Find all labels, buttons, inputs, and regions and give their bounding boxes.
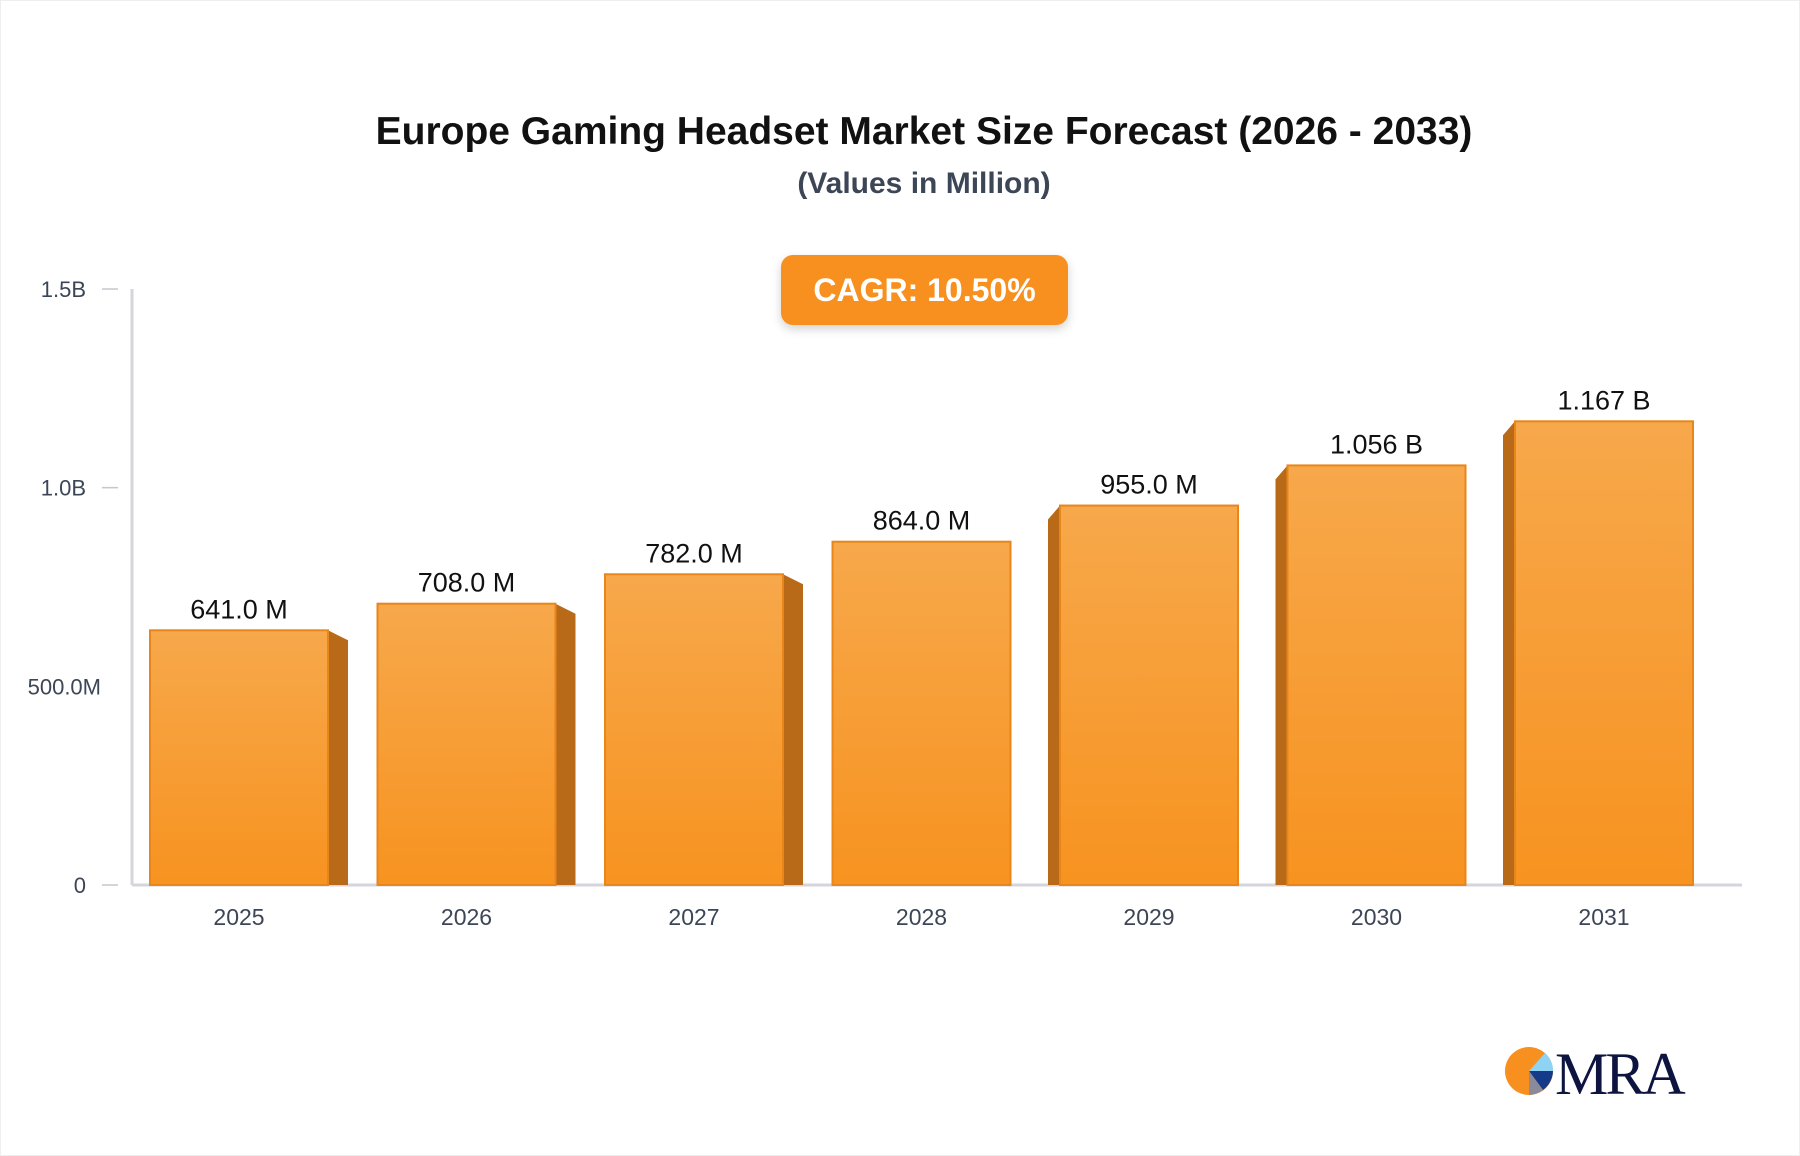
data-label: 1.056 B <box>1330 429 1423 459</box>
y-tick-label: 0 <box>74 873 86 898</box>
y-tick-label: 1.0B <box>41 476 86 501</box>
chart-subtitle: (Values in Million) <box>797 167 1051 200</box>
x-tick-label: 2028 <box>896 904 947 930</box>
x-tick-label: 2026 <box>441 904 492 930</box>
data-label: 708.0 M <box>418 568 516 598</box>
bar <box>831 540 1012 886</box>
x-tick-label: 2031 <box>1578 904 1629 930</box>
data-label: 782.0 M <box>645 538 743 568</box>
cagr-badge: CAGR: 10.50% <box>781 255 1068 325</box>
bar-side <box>555 603 576 885</box>
y-tick-label: 500.0M <box>28 674 101 699</box>
chart-title: Europe Gaming Headset Market Size Foreca… <box>375 110 1473 153</box>
data-label: 641.0 M <box>190 594 288 624</box>
bar <box>149 629 329 886</box>
bar <box>1514 420 1694 886</box>
svg-text:MRA: MRA <box>1555 1042 1685 1100</box>
bar-side <box>783 574 803 885</box>
x-tick-label: 2025 <box>213 904 264 930</box>
mra-logo: MRA <box>1505 1042 1688 1100</box>
bar <box>376 602 557 886</box>
data-label: 1.167 B <box>1557 385 1650 415</box>
bar-side <box>1048 505 1060 885</box>
bar-side <box>1503 421 1515 885</box>
bar-side <box>328 630 348 885</box>
y-tick-label: 1.5B <box>41 277 86 302</box>
data-label: 864.0 M <box>873 506 971 536</box>
data-label: 955.0 M <box>1100 470 1198 500</box>
bar <box>1059 504 1239 886</box>
bar <box>604 573 784 886</box>
bar-side <box>1275 465 1288 885</box>
x-tick-label: 2030 <box>1351 904 1402 930</box>
x-tick-label: 2029 <box>1123 904 1174 930</box>
x-tick-label: 2027 <box>668 904 719 930</box>
bar <box>1286 464 1467 886</box>
